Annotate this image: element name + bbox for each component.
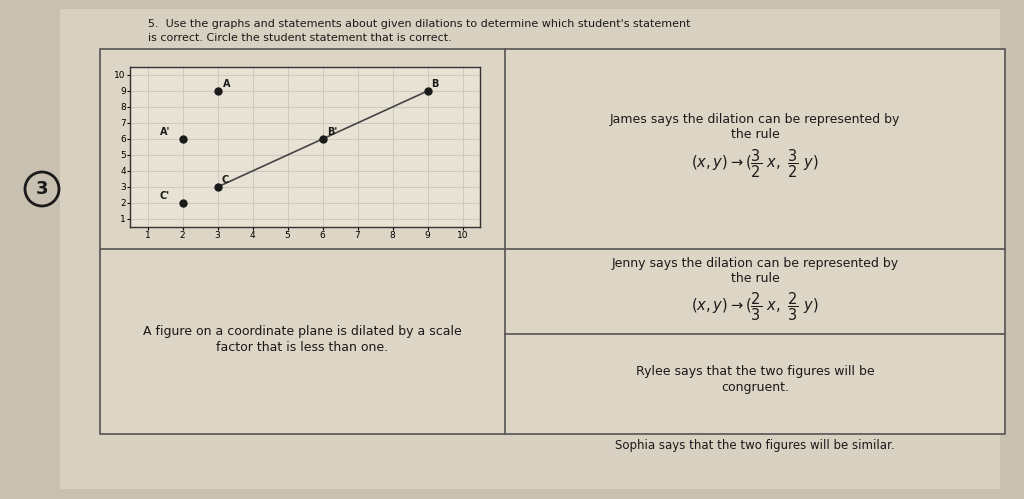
- Text: James says the dilation can be represented by: James says the dilation can be represent…: [610, 112, 900, 126]
- Text: the rule: the rule: [731, 272, 779, 285]
- Text: 3: 3: [36, 180, 48, 198]
- Bar: [101, 250, 504, 433]
- Text: C: C: [222, 176, 229, 186]
- Bar: [506, 335, 1004, 433]
- Text: Sophia says that the two figures will be similar.: Sophia says that the two figures will be…: [615, 439, 895, 452]
- Text: A: A: [223, 79, 230, 89]
- Text: congruent.: congruent.: [721, 381, 790, 394]
- Text: 5.  Use the graphs and statements about given dilations to determine which stude: 5. Use the graphs and statements about g…: [148, 19, 690, 29]
- Text: $(x, y) \rightarrow (\dfrac{2}{3}\ x,\ \dfrac{2}{3}\ y)$: $(x, y) \rightarrow (\dfrac{2}{3}\ x,\ \…: [691, 290, 819, 323]
- Text: C': C': [160, 192, 170, 202]
- Text: B': B': [327, 127, 337, 137]
- Bar: [100, 49, 1005, 434]
- Text: $(x, y) \rightarrow (\dfrac{3}{2}\ x,\ \dfrac{3}{2}\ y)$: $(x, y) \rightarrow (\dfrac{3}{2}\ x,\ \…: [691, 148, 819, 180]
- Bar: [506, 50, 1004, 248]
- Text: Jenny says the dilation can be represented by: Jenny says the dilation can be represent…: [611, 257, 899, 270]
- Text: the rule: the rule: [731, 128, 779, 141]
- FancyBboxPatch shape: [60, 9, 1000, 489]
- Text: is correct. Circle the student statement that is correct.: is correct. Circle the student statement…: [148, 33, 452, 43]
- Text: B: B: [431, 79, 438, 89]
- Bar: [506, 250, 1004, 333]
- Text: A figure on a coordinate plane is dilated by a scale: A figure on a coordinate plane is dilate…: [143, 325, 462, 338]
- Text: Rylee says that the two figures will be: Rylee says that the two figures will be: [636, 365, 874, 379]
- Bar: [101, 50, 504, 248]
- Text: A': A': [160, 127, 170, 137]
- Text: factor that is less than one.: factor that is less than one.: [216, 341, 388, 354]
